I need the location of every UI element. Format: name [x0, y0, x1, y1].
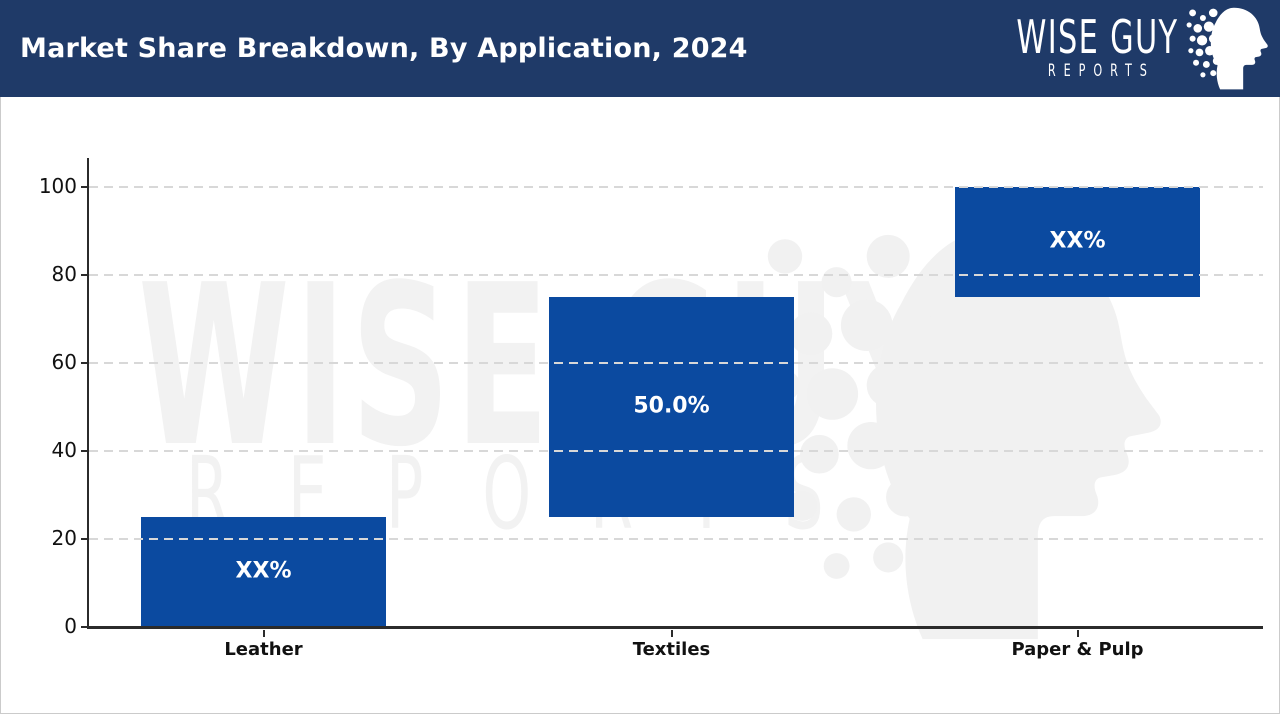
x-axis-line — [87, 626, 1263, 629]
watermark-head-profile-icon — [754, 230, 1161, 640]
category-label: Paper & Pulp — [1011, 639, 1144, 660]
category-label: Textiles — [632, 639, 711, 660]
bar-value-label: XX% — [235, 558, 292, 584]
y-tick-label: 80 — [51, 262, 77, 286]
page-title: Market Share Breakdown, By Application, … — [20, 33, 748, 64]
bar-textiles: 50.0% — [549, 297, 794, 517]
y-axis-line — [87, 158, 89, 628]
bar-value-label: XX% — [1049, 228, 1106, 254]
y-tick-label: 40 — [51, 438, 77, 462]
bar-value-label: 50.0% — [633, 393, 710, 419]
gridline — [89, 450, 1263, 452]
x-tick-mark — [1076, 630, 1079, 637]
header-band: Market Share Breakdown, By Application, … — [0, 0, 1280, 97]
bar-leather: XX% — [141, 517, 386, 627]
gridline — [89, 186, 1263, 188]
gridline — [89, 538, 1263, 540]
gridline — [89, 274, 1263, 276]
y-tick-mark — [81, 450, 88, 452]
y-tick-mark — [81, 626, 88, 628]
y-tick-label: 20 — [51, 526, 77, 550]
category-label: Leather — [224, 639, 303, 660]
y-tick-mark — [81, 538, 88, 540]
y-tick-label: 100 — [38, 174, 77, 198]
y-tick-mark — [81, 274, 88, 276]
logo-reports-label: REPORTS — [1047, 61, 1155, 81]
y-tick-mark — [81, 362, 88, 364]
bar-paper-pulp: XX% — [955, 187, 1200, 297]
head-profile-dots-icon — [1186, 7, 1268, 90]
y-tick-label: 60 — [51, 350, 77, 374]
logo-text: WISE GUY REPORTS — [1016, 14, 1178, 81]
x-tick-mark — [670, 630, 673, 637]
y-tick-mark — [81, 186, 88, 188]
gridline — [89, 362, 1263, 364]
x-tick-mark — [262, 630, 265, 637]
logo-wiseguy-label: WISE GUY — [1016, 10, 1178, 64]
y-tick-label: 0 — [64, 614, 77, 638]
